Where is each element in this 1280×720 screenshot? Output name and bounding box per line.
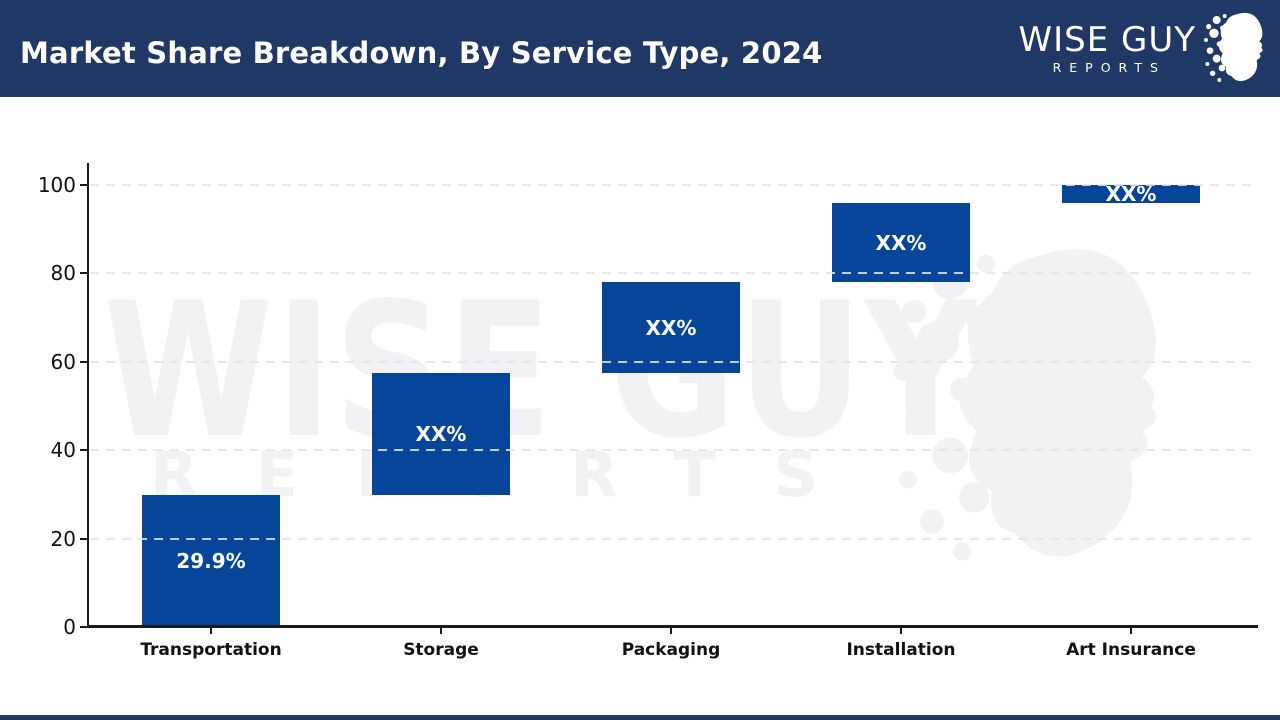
x-tick-0	[210, 628, 212, 634]
y-tick-40	[80, 449, 87, 451]
x-axis-label-installation: Installation	[846, 640, 956, 660]
bar-value-label: XX%	[1105, 185, 1157, 203]
footer-bar	[0, 715, 1280, 720]
x-tick-2	[670, 628, 672, 634]
y-tick-0	[80, 626, 87, 628]
y-tick-100	[80, 184, 87, 186]
header: Market Share Breakdown, By Service Type,…	[0, 0, 1280, 97]
y-tick-20	[80, 538, 87, 540]
logo-wordmark-line2: REPORTS	[1052, 59, 1166, 75]
y-axis-line	[87, 163, 89, 628]
bar-value-label: XX%	[415, 422, 467, 446]
y-tick-label-80: 80	[50, 261, 76, 285]
bar-value-label: 29.9%	[176, 549, 246, 573]
bar-segment-art-insurance: XX%	[1062, 185, 1200, 203]
y-tick-label-0: 0	[63, 615, 76, 639]
y-tick-label-40: 40	[50, 438, 76, 462]
x-axis-label-packaging: Packaging	[621, 640, 721, 660]
y-tick-60	[80, 361, 87, 363]
x-axis-label-art-insurance: Art Insurance	[1066, 640, 1196, 660]
logo-wordmark-line1: WISE GUY	[1018, 19, 1196, 60]
logo-face-icon	[1204, 12, 1263, 82]
brand-logo: WISE GUY REPORTS	[1018, 8, 1270, 88]
bar-segment-transportation: 29.9%	[142, 495, 280, 627]
x-tick-3	[900, 628, 902, 634]
x-axis-label-storage: Storage	[403, 640, 479, 660]
y-tick-label-60: 60	[50, 350, 76, 374]
x-axis-line	[87, 625, 1258, 628]
bar-segment-packaging: XX%	[602, 282, 740, 373]
bar-segment-storage: XX%	[372, 373, 510, 495]
logo-wordmark: WISE GUY REPORTS	[1018, 22, 1196, 75]
bar-value-label: XX%	[875, 230, 927, 255]
watermark-face-icon	[893, 249, 1157, 561]
bar-segment-installation: XX%	[832, 203, 970, 282]
y-tick-80	[80, 272, 87, 274]
bar-value-label: XX%	[645, 315, 697, 340]
watermark-wordmark: WISE GUY	[103, 262, 979, 479]
x-tick-1	[440, 628, 442, 634]
x-axis-label-transportation: Transportation	[140, 640, 282, 660]
x-tick-4	[1130, 628, 1132, 634]
y-tick-label-100: 100	[37, 173, 76, 197]
y-tick-label-20: 20	[50, 527, 76, 551]
page-title: Market Share Breakdown, By Service Type,…	[20, 36, 823, 70]
